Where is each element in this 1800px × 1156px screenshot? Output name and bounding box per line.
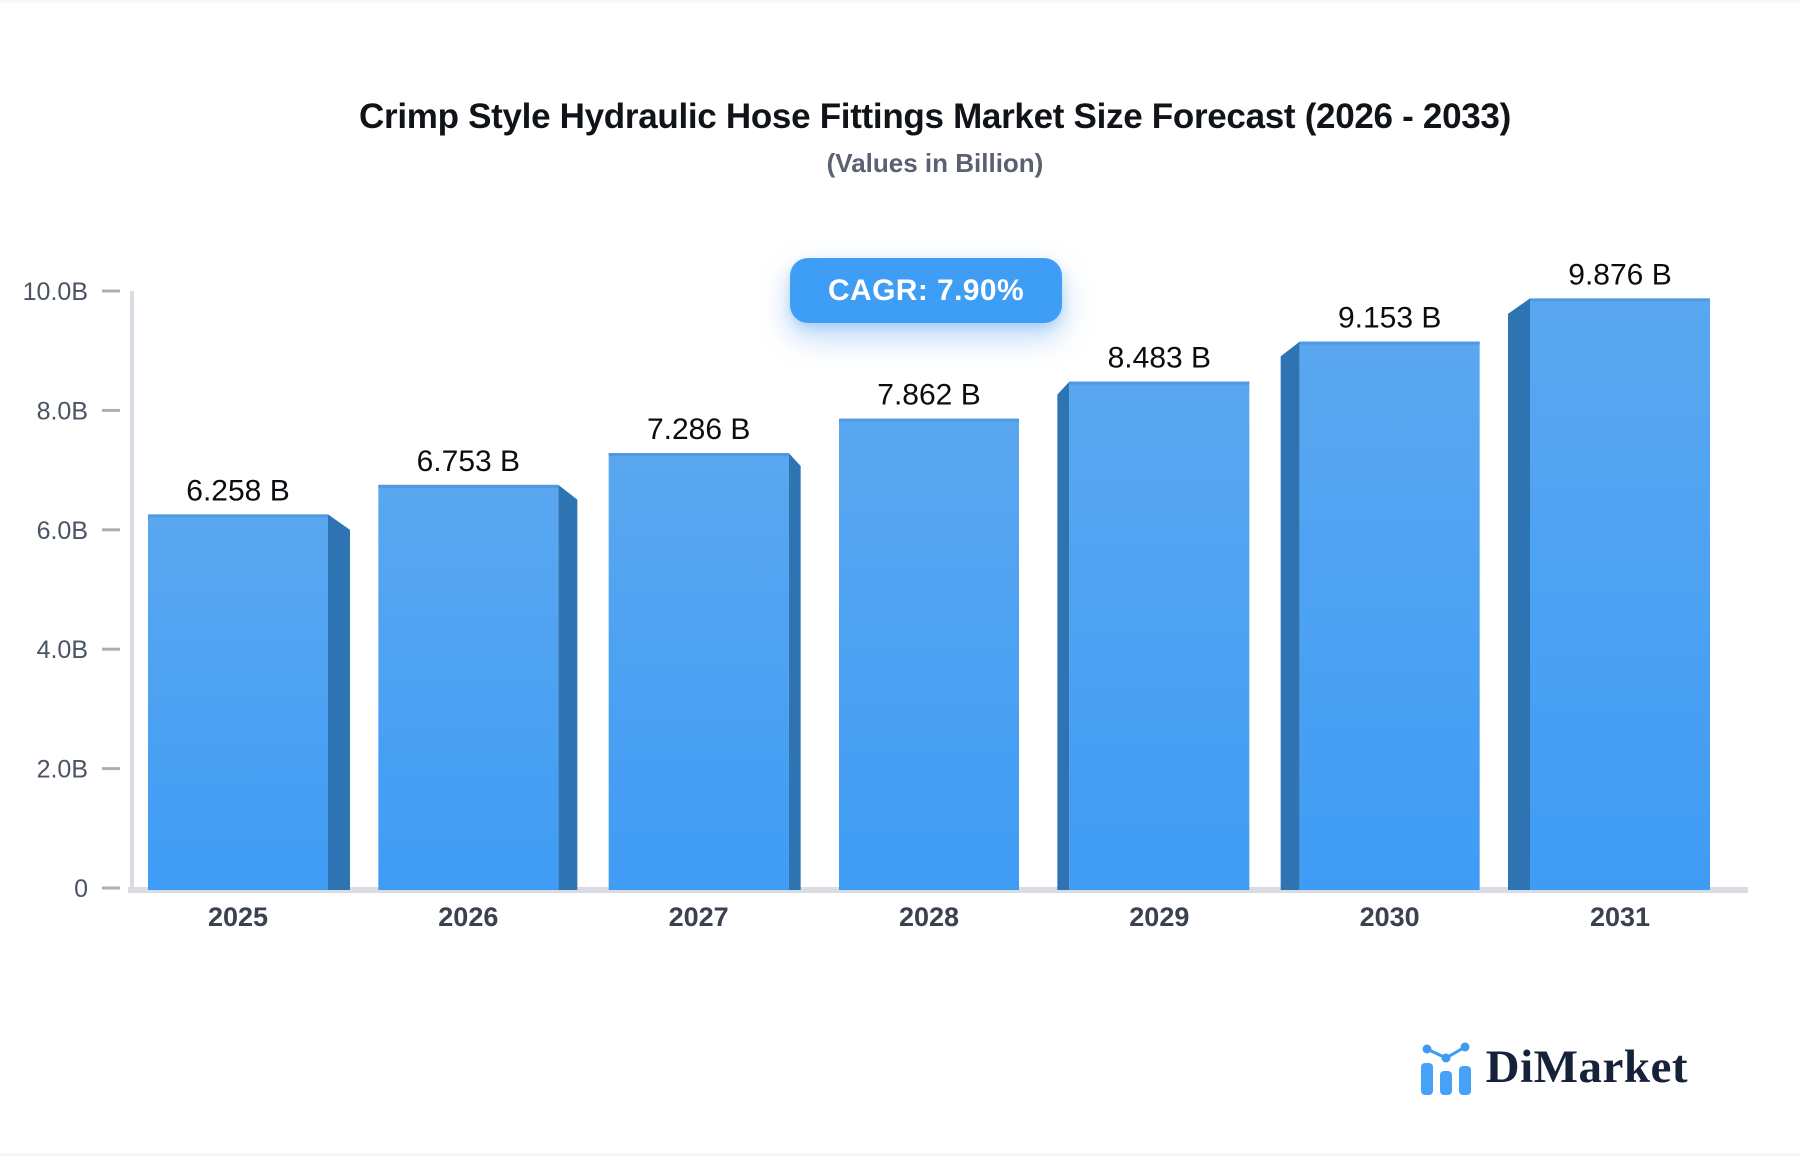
x-axis-label: 2027 [669, 902, 729, 932]
x-axis-label: 2025 [208, 902, 268, 932]
bar-value-label: 8.483 B [1108, 342, 1211, 375]
x-axis-label: 2029 [1129, 902, 1189, 932]
chart-title: Crimp Style Hydraulic Hose Fittings Mark… [359, 97, 1511, 136]
bar-2026 [378, 484, 559, 890]
dimarket-logo-text: DiMarket [1485, 1040, 1688, 1093]
dimarket-logo: DiMarket [1419, 1038, 1688, 1096]
bar-value-label: 6.753 B [417, 445, 520, 478]
bar-value-label: 7.286 B [647, 413, 750, 446]
y-axis-tick [102, 528, 120, 532]
y-axis-tick [102, 886, 120, 890]
bar-2025 [148, 514, 328, 890]
y-axis-tick [102, 767, 120, 771]
bar-side-2026 [558, 484, 578, 890]
bar-side-2030 [1280, 341, 1300, 890]
y-axis-label: 4.0B [37, 636, 88, 664]
cagr-badge-label: CAGR: 7.90% [827, 273, 1025, 307]
dimarket-logo-icon [1420, 1042, 1471, 1095]
y-axis-line [130, 291, 134, 888]
frame-strip-bottom [0, 1153, 1800, 1156]
cagr-badge: CAGR: 7.90% [790, 258, 1062, 323]
bar-side-2029 [1057, 381, 1070, 890]
x-axis-label: 2028 [899, 902, 959, 932]
bar-2029 [1069, 381, 1250, 890]
frame-strip-top [0, 0, 1800, 3]
bar-value-label: 6.258 B [186, 474, 289, 507]
y-axis-label: 0 [74, 875, 88, 903]
bar-top-edge [1069, 381, 1250, 385]
y-axis-label: 6.0B [37, 517, 88, 545]
x-axis-label: 2030 [1360, 902, 1420, 932]
y-axis-label: 2.0B [37, 756, 88, 784]
bar-2030 [1299, 341, 1480, 890]
chart-subtitle: (Values in Billion) [826, 148, 1044, 178]
bar-top-edge [1299, 341, 1480, 345]
bar-side-2027 [788, 453, 801, 890]
bar-value-label: 9.153 B [1338, 302, 1441, 335]
bar-top-edge [148, 514, 328, 518]
y-axis-tick [102, 408, 120, 412]
bar-top-edge [1529, 298, 1710, 302]
bar-side-2031 [1507, 298, 1530, 890]
x-axis-label: 2031 [1590, 902, 1650, 932]
bar-top-edge [608, 453, 789, 457]
bar-side-2025 [328, 514, 350, 890]
bar-2028 [838, 418, 1019, 890]
bar-value-label: 9.876 B [1568, 258, 1671, 291]
bar-top-edge [378, 484, 559, 488]
bar-top-edge [838, 418, 1019, 422]
x-axis-label: 2026 [438, 902, 498, 932]
bar-value-label: 7.862 B [877, 379, 980, 412]
bar-2031 [1529, 298, 1710, 890]
y-axis-label: 10.0B [23, 278, 88, 306]
y-axis-tick [102, 647, 120, 651]
y-axis-tick [102, 289, 120, 293]
bar-2027 [608, 453, 789, 890]
y-axis-label: 8.0B [37, 397, 88, 425]
